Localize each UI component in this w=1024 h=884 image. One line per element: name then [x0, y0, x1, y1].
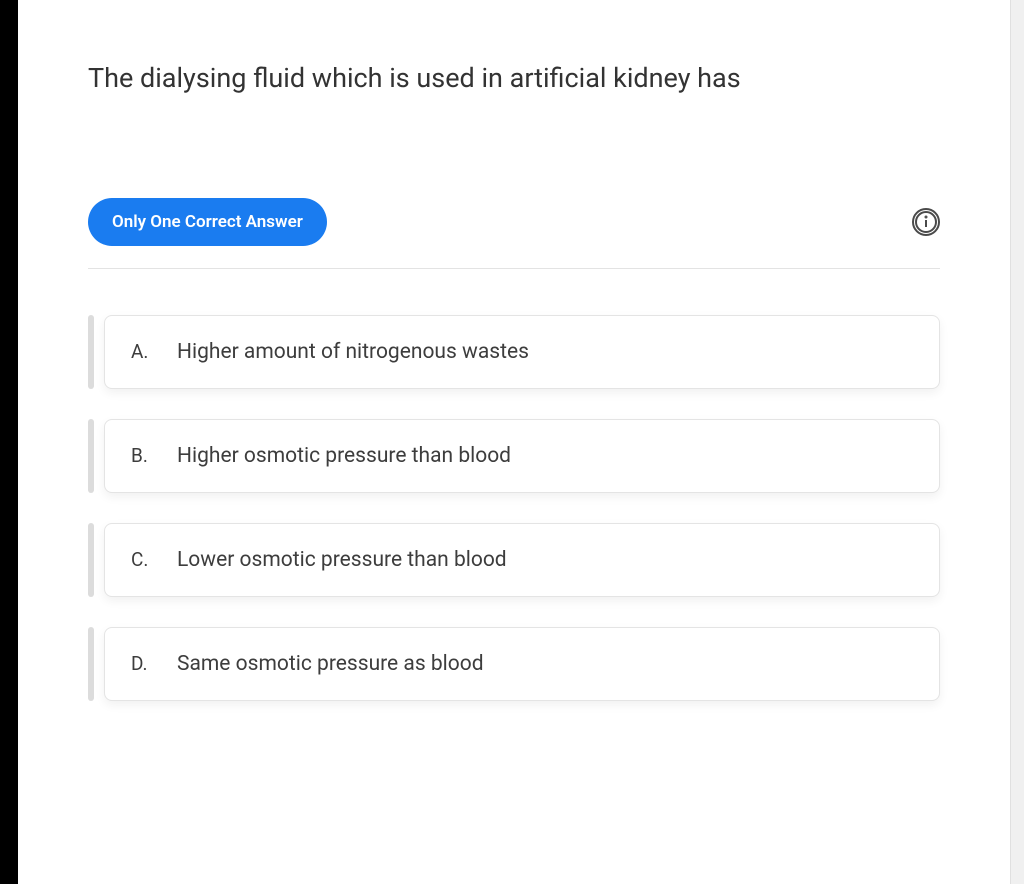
question-text: The dialysing fluid which is used in art… — [88, 60, 940, 98]
option-handle — [88, 419, 94, 493]
option-text: Same osmotic pressure as blood — [177, 652, 484, 676]
answer-type-badge: Only One Correct Answer — [88, 198, 327, 246]
badge-row: Only One Correct Answer — [88, 198, 940, 246]
option-card: C. Lower osmotic pressure than blood — [104, 523, 940, 597]
left-black-strip — [0, 0, 18, 884]
option-handle — [88, 315, 94, 389]
option-a[interactable]: A. Higher amount of nitrogenous wastes — [88, 315, 940, 389]
option-handle — [88, 523, 94, 597]
option-card: A. Higher amount of nitrogenous wastes — [104, 315, 940, 389]
option-d[interactable]: D. Same osmotic pressure as blood — [88, 627, 940, 701]
option-letter: D. — [131, 652, 177, 675]
option-letter: A. — [131, 340, 177, 363]
option-text: Higher osmotic pressure than blood — [177, 444, 511, 468]
option-handle — [88, 627, 94, 701]
option-card: D. Same osmotic pressure as blood — [104, 627, 940, 701]
option-text: Lower osmotic pressure than blood — [177, 548, 507, 572]
option-card: B. Higher osmotic pressure than blood — [104, 419, 940, 493]
options-list: A. Higher amount of nitrogenous wastes B… — [88, 315, 940, 701]
main-content: The dialysing fluid which is used in art… — [18, 0, 1010, 884]
option-letter: C. — [131, 548, 177, 571]
right-divider-strip — [1010, 0, 1024, 884]
divider — [88, 268, 940, 269]
option-b[interactable]: B. Higher osmotic pressure than blood — [88, 419, 940, 493]
option-c[interactable]: C. Lower osmotic pressure than blood — [88, 523, 940, 597]
info-icon[interactable] — [912, 208, 940, 236]
option-text: Higher amount of nitrogenous wastes — [177, 340, 529, 364]
option-letter: B. — [131, 444, 177, 467]
